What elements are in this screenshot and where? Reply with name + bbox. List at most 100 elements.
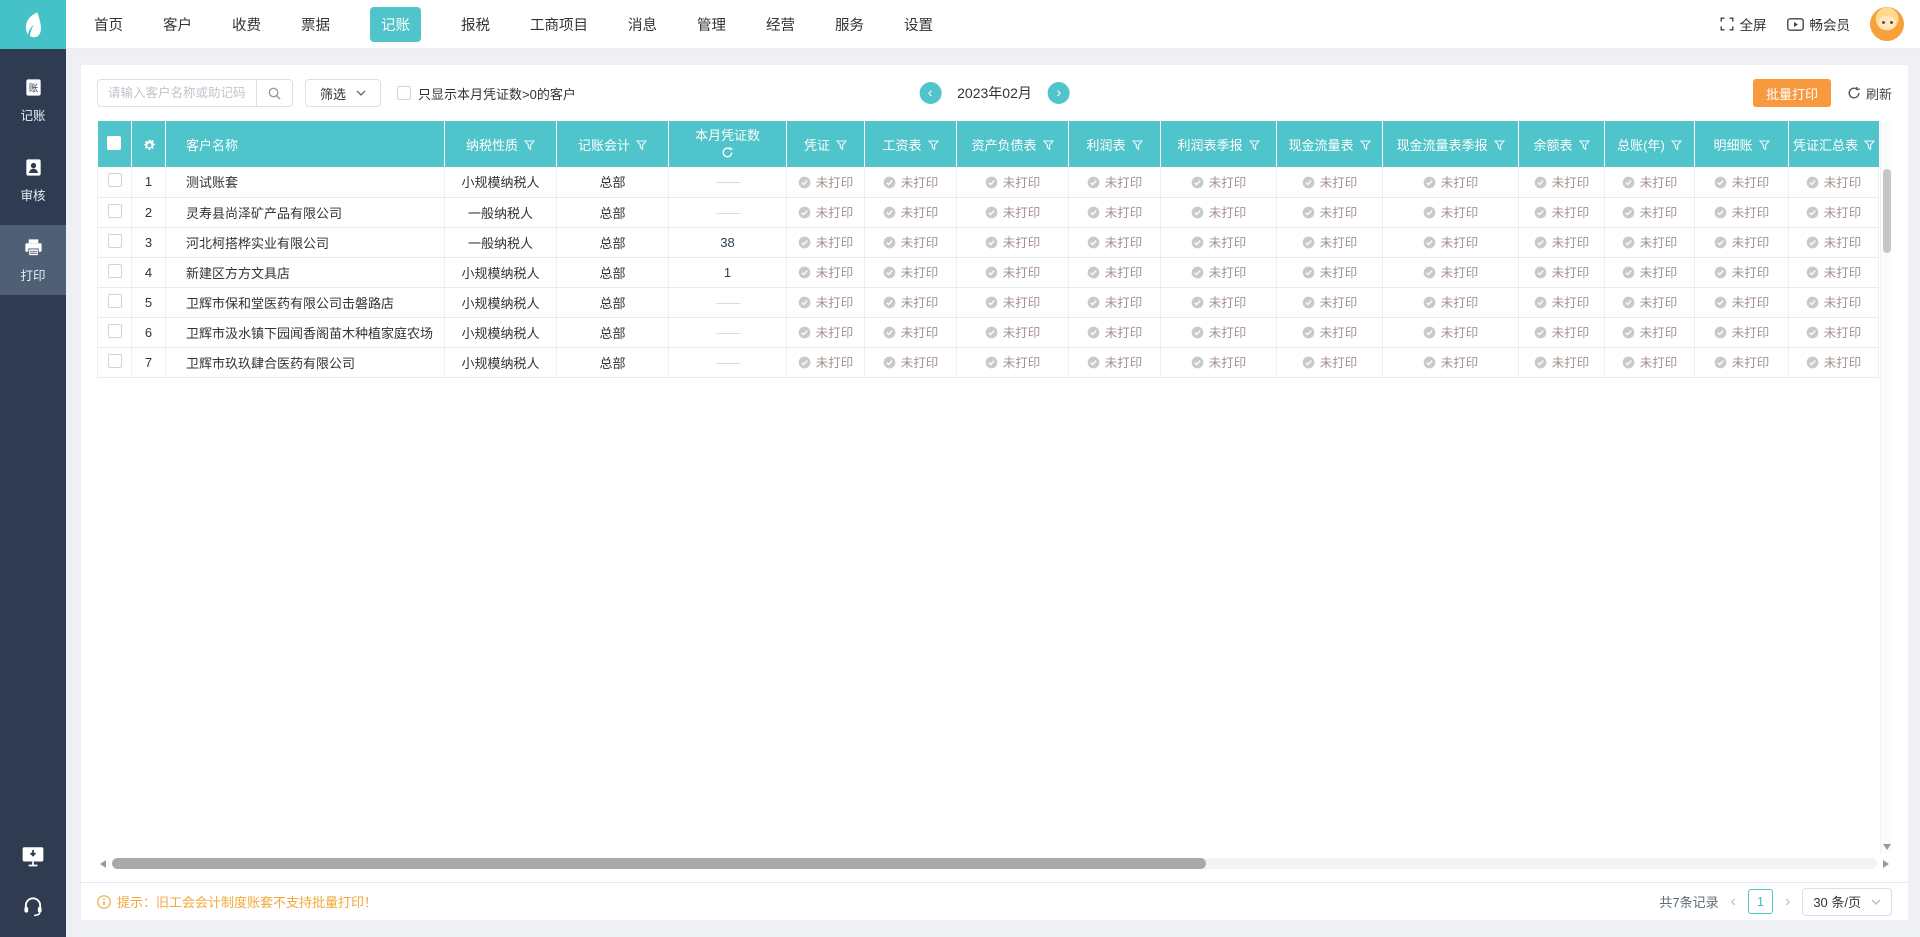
horizontal-scrollbar-thumb[interactable] [112,858,1207,869]
refresh-button[interactable]: 刷新 [1847,84,1892,103]
accountant: 总部 [556,197,669,228]
filter-icon[interactable] [523,139,536,154]
table-row[interactable]: 1 测试账套 小规模纳税人 总部 —— 未打印 未打印 未打印 未打印 未打印 未打印 未打印 未打印 未… [97,167,1879,198]
topnav-item-报税[interactable]: 报税 [461,17,490,34]
print-status-text: 未打印 [1104,175,1143,190]
filter-icon[interactable] [1248,139,1260,154]
print-status-cell: 未打印 [1382,227,1519,258]
current-page[interactable]: 1 [1747,889,1773,914]
topnav-item-消息[interactable]: 消息 [628,17,657,34]
batch-print-button[interactable]: 批量打印 [1752,79,1831,107]
topnav-item-首页[interactable]: 首页 [94,17,123,34]
topnav-item-记账[interactable]: 记账 [370,6,421,42]
avatar[interactable] [1870,7,1904,41]
support-headset-icon[interactable] [22,895,44,917]
sidebar-item-打印[interactable]: 打印 [0,225,66,295]
member-label: 畅会员 [1809,18,1851,33]
voucher-count-empty: —— [668,347,787,378]
month-label[interactable]: 2023年02月 [957,85,1032,101]
vertical-scrollbar[interactable] [1880,121,1892,853]
table-row[interactable]: 3 河北柯搭桦实业有限公司 一般纳税人 总部 38 未打印 未打印 未打印 未打印 未打印 未打印 未… [97,227,1879,258]
table-row[interactable]: 6 卫辉市汲水镇下园闻香阁苗木种植家庭农场 小规模纳税人 总部 —— 未打印 未打印 未打印 未… [97,317,1879,348]
filter-icon[interactable] [1493,139,1505,154]
search-input[interactable] [98,86,256,100]
fullscreen-button[interactable]: 全屏 [1720,14,1767,34]
refresh-count-icon[interactable] [721,146,734,159]
row-checkbox[interactable] [107,173,122,188]
customer-name: 卫辉市玖玖肆合医药有限公司 [165,347,445,378]
print-status-cell: 未打印 [1160,167,1277,198]
topnav-item-工商项目[interactable]: 工商项目 [530,17,588,34]
next-month-button[interactable]: › [1047,82,1070,104]
client-download-icon[interactable] [21,845,45,867]
vertical-scrollbar-thumb[interactable] [1883,169,1891,253]
check-circle-icon [1423,236,1436,252]
sidebar-item-label: 审核 [20,189,46,203]
row-checkbox[interactable] [107,263,122,278]
print-status-cell: 未打印 [786,197,865,228]
select-all-checkbox[interactable] [107,135,122,150]
check-circle-icon [1806,296,1819,312]
topnav-item-票据[interactable]: 票据 [301,17,330,34]
row-checkbox[interactable] [107,293,122,308]
filter-icon[interactable] [835,139,848,154]
search-icon[interactable] [256,80,292,106]
table-row[interactable]: 2 灵寿县尚泽矿产品有限公司 一般纳税人 总部 —— 未打印 未打印 未打印 未打印 未打印 未打印… [97,197,1879,228]
table-row[interactable]: 7 卫辉市玖玖肆合医药有限公司 小规模纳税人 总部 —— 未打印 未打印 未打印 未打印 未打印 未… [97,347,1879,378]
filter-icon[interactable] [635,139,648,154]
print-status-text: 未打印 [815,236,854,250]
filter-label: 筛选 [320,86,347,102]
prev-month-button[interactable]: ‹ [919,82,942,104]
gear-icon[interactable] [142,138,156,152]
column-header-label: 资产负债表 [971,137,1037,153]
row-checkbox[interactable] [107,323,122,338]
scroll-right-arrow-icon[interactable] [1880,857,1892,870]
app-logo[interactable] [0,0,66,49]
prev-page-button[interactable]: ‹ [1730,892,1736,910]
topnav-item-经营[interactable]: 经营 [766,17,795,34]
check-circle-icon [1534,266,1547,282]
print-status-cell: 未打印 [1518,257,1605,288]
accountant: 总部 [556,347,669,378]
topnav-item-管理[interactable]: 管理 [697,17,726,34]
row-checkbox[interactable] [107,233,122,248]
scroll-left-arrow-icon[interactable] [97,857,109,870]
topnav-item-收费[interactable]: 收费 [232,17,261,34]
content-card: 筛选 只显示本月凭证数>0的客户 ‹ 2023年02月 › 批量打印 刷新 [81,65,1908,920]
filter-icon[interactable] [1578,139,1590,154]
check-circle-icon [1191,236,1204,252]
row-checkbox[interactable] [107,203,122,218]
filter-button[interactable]: 筛选 [305,79,382,107]
table-row[interactable]: 5 卫辉市保和堂医药有限公司击磐路店 小规模纳税人 总部 —— 未打印 未打印 未打印 未打印 未… [97,287,1879,318]
topnav-item-设置[interactable]: 设置 [904,17,933,34]
row-checkbox[interactable] [107,353,122,368]
filter-icon[interactable] [1359,139,1371,154]
check-circle-icon [1087,266,1100,282]
horizontal-scrollbar[interactable] [97,857,1892,870]
filter-icon[interactable] [927,139,939,154]
filter-icon[interactable] [1670,139,1683,154]
only-voucher-filter[interactable]: 只显示本月凭证数>0的客户 [397,84,576,103]
filter-icon[interactable] [1758,139,1770,154]
print-status-text: 未打印 [1104,206,1143,220]
sidebar-item-审核[interactable]: 审核 [0,145,66,215]
member-button[interactable]: 畅会员 [1786,14,1851,34]
page-size-select[interactable]: 30 条/页 [1802,887,1892,916]
only-voucher-checkbox[interactable] [397,86,412,100]
table-row[interactable]: 4 新建区方方文具店 小规模纳税人 总部 1 未打印 未打印 未打印 未打印 未打印 未打印 未打印 未… [97,257,1879,288]
filter-icon[interactable] [1131,139,1143,154]
sidebar-item-记账[interactable]: 账记账 [0,65,66,135]
topnav-item-客户[interactable]: 客户 [163,17,192,34]
filter-icon[interactable] [1863,139,1876,154]
filter-icon[interactable] [1042,139,1054,154]
horizontal-scrollbar-track[interactable] [112,858,1877,869]
column-header-2: 记账会计 [556,121,669,167]
next-page-button[interactable]: › [1784,892,1791,910]
print-status-cell: 未打印 [1694,227,1789,258]
topnav-item-服务[interactable]: 服务 [835,17,864,34]
print-status-cell: 未打印 [1694,167,1789,198]
print-status-text: 未打印 [1639,175,1678,190]
scroll-down-arrow-icon[interactable] [1883,844,1891,850]
print-status-text: 未打印 [1639,236,1678,250]
print-status-text: 未打印 [1319,206,1358,220]
